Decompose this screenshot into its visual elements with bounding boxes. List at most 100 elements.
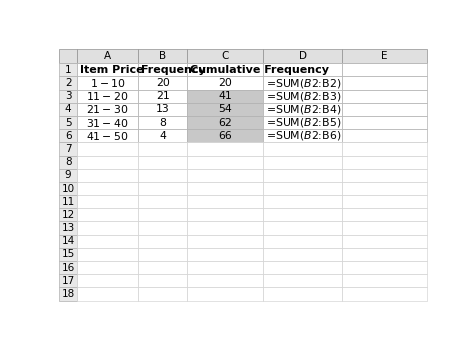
Text: $11 - $20: $11 - $20 [86, 90, 129, 102]
Bar [187, 261, 263, 274]
Bar [187, 142, 263, 156]
Bar [77, 116, 138, 129]
Text: 1: 1 [65, 65, 72, 75]
Bar [77, 221, 138, 235]
Bar [138, 248, 187, 261]
Bar [187, 248, 263, 261]
Bar [342, 63, 427, 77]
Bar [187, 208, 263, 221]
Bar [59, 129, 77, 142]
Bar [138, 235, 187, 248]
Text: B: B [159, 51, 166, 61]
Text: 11: 11 [62, 197, 75, 207]
Text: 13: 13 [62, 223, 75, 233]
Bar [59, 103, 77, 116]
Text: 5: 5 [65, 118, 72, 128]
Text: 2: 2 [65, 78, 72, 88]
Bar [138, 169, 187, 182]
Bar [77, 195, 138, 208]
Text: 20: 20 [218, 78, 232, 88]
Text: 16: 16 [62, 263, 75, 273]
Bar [138, 129, 187, 142]
Bar [342, 77, 427, 90]
Bar [263, 156, 342, 169]
Text: =SUM($B$2:B6): =SUM($B$2:B6) [266, 129, 341, 142]
Bar [59, 208, 77, 221]
Bar [77, 129, 138, 142]
Bar [342, 287, 427, 301]
Text: 17: 17 [62, 276, 75, 286]
Bar [263, 49, 342, 63]
Bar [77, 261, 138, 274]
Bar [342, 142, 427, 156]
Bar [59, 169, 77, 182]
Bar [342, 169, 427, 182]
Bar [342, 274, 427, 287]
Text: D: D [299, 51, 307, 61]
Bar [138, 287, 187, 301]
Bar [138, 142, 187, 156]
Bar [342, 116, 427, 129]
Bar [187, 169, 263, 182]
Text: =SUM($B$2:B4): =SUM($B$2:B4) [266, 103, 341, 116]
Bar [77, 287, 138, 301]
Bar [138, 77, 187, 90]
Bar [138, 195, 187, 208]
Bar [263, 116, 342, 129]
Bar [342, 208, 427, 221]
Text: 15: 15 [62, 250, 75, 259]
Bar [59, 116, 77, 129]
Bar [59, 142, 77, 156]
Text: 21: 21 [156, 91, 170, 101]
Text: 41: 41 [218, 91, 232, 101]
Bar [59, 182, 77, 195]
Bar [342, 261, 427, 274]
Bar [77, 182, 138, 195]
Bar [187, 274, 263, 287]
Text: 3: 3 [65, 91, 72, 101]
Text: E: E [381, 51, 388, 61]
Bar [263, 248, 342, 261]
Text: 4: 4 [65, 104, 72, 114]
Bar [263, 142, 342, 156]
Bar [59, 274, 77, 287]
Bar [263, 208, 342, 221]
Bar [77, 49, 138, 63]
Bar [77, 77, 138, 90]
Bar [187, 156, 263, 169]
Bar [342, 156, 427, 169]
Text: 9: 9 [65, 170, 72, 180]
Bar [138, 116, 187, 129]
Text: $41 - $50: $41 - $50 [86, 130, 129, 142]
Bar [342, 103, 427, 116]
Text: 8: 8 [159, 118, 166, 128]
Text: =SUM($B$2:B3): =SUM($B$2:B3) [266, 90, 341, 103]
Bar [263, 261, 342, 274]
Text: 20: 20 [156, 78, 170, 88]
Bar [187, 182, 263, 195]
Text: 13: 13 [156, 104, 170, 114]
Bar [263, 274, 342, 287]
Text: Item Price: Item Price [80, 65, 144, 75]
Bar [342, 182, 427, 195]
Bar [77, 208, 138, 221]
Text: 54: 54 [218, 104, 232, 114]
Bar [263, 63, 342, 77]
Bar [59, 195, 77, 208]
Bar [263, 287, 342, 301]
Bar [187, 129, 263, 142]
Bar [77, 103, 138, 116]
Text: Frequency: Frequency [141, 65, 206, 75]
Bar [342, 49, 427, 63]
Bar [187, 63, 263, 77]
Text: 18: 18 [62, 289, 75, 299]
Bar [263, 235, 342, 248]
Text: 8: 8 [65, 157, 72, 167]
Bar [187, 103, 263, 116]
Text: A: A [104, 51, 111, 61]
Text: $21 - $30: $21 - $30 [86, 103, 129, 115]
Bar [59, 287, 77, 301]
Text: Cumulative Frequency: Cumulative Frequency [190, 65, 329, 75]
Text: =SUM($B$2:B2): =SUM($B$2:B2) [266, 77, 341, 90]
Bar [263, 90, 342, 103]
